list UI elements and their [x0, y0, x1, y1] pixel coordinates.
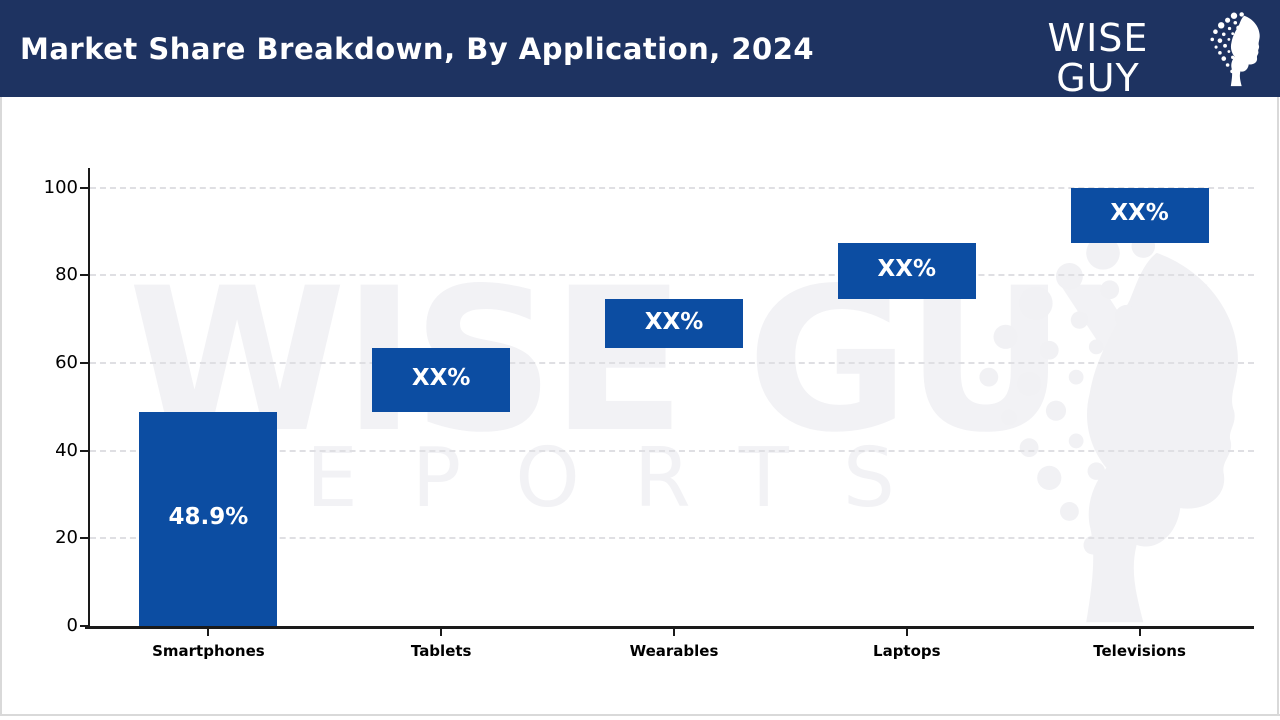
x-tick-smartphones	[207, 629, 210, 636]
x-tick-televisions	[1138, 629, 1141, 636]
y-tick-label-60: 60	[55, 351, 78, 373]
gridline-60	[90, 361, 1254, 364]
bar-televisions	[1070, 187, 1209, 243]
y-tick-60	[80, 361, 88, 364]
y-tick-label-0: 0	[66, 615, 78, 636]
category-label-smartphones: Smartphones	[152, 642, 265, 660]
y-tick-100	[80, 186, 88, 189]
category-label-laptops: Laptops	[873, 642, 941, 660]
y-tick-label-40: 40	[55, 439, 78, 461]
frame-right-line	[1277, 97, 1279, 714]
gridline-40	[90, 449, 1254, 452]
bar-tablets	[372, 347, 511, 412]
y-tick-40	[80, 449, 88, 452]
y-tick-label-100: 100	[43, 176, 78, 198]
bar-wearables	[605, 299, 743, 348]
x-tick-tablets	[440, 629, 443, 636]
logo-text: WISE GUY R E P O R T S	[1000, 16, 1196, 131]
logo-head-icon	[1202, 9, 1266, 89]
logo-subtext: R E P O R T S	[1015, 100, 1187, 131]
bar-label-smartphones: 48.9%	[168, 503, 249, 530]
y-tick-20	[80, 537, 88, 540]
page-title: Market Share Breakdown, By Application, …	[20, 31, 815, 66]
gridline-80	[90, 274, 1254, 277]
y-axis-line	[88, 168, 90, 628]
gridline-100	[90, 186, 1254, 189]
bar-label-laptops: XX%	[877, 256, 937, 283]
bar-label-wearables: XX%	[644, 308, 704, 335]
logo-wordmark: WISE GUY	[1047, 16, 1149, 100]
y-tick-0	[80, 625, 88, 627]
frame-bottom-line	[0, 714, 1280, 716]
bar-label-televisions: XX%	[1110, 200, 1169, 227]
x-tick-laptops	[905, 629, 908, 636]
category-label-wearables: Wearables	[629, 642, 719, 660]
x-axis-line	[85, 626, 1254, 629]
header-bar: Market Share Breakdown, By Application, …	[0, 0, 1280, 131]
gridline-20	[90, 537, 1254, 540]
bar-smartphones	[139, 411, 278, 626]
wise-guy-reports-logo: WISE GUY R E P O R T S	[1000, 5, 1268, 131]
category-label-televisions: Televisions	[1093, 642, 1186, 660]
y-tick-label-20: 20	[55, 527, 78, 549]
y-tick-80	[80, 274, 88, 277]
y-tick-label-80: 80	[55, 264, 78, 286]
bar-label-tablets: XX%	[411, 364, 471, 391]
x-tick-wearables	[673, 629, 675, 636]
category-label-tablets: Tablets	[410, 642, 472, 660]
bar-laptops	[837, 242, 976, 300]
frame-left-line	[0, 97, 2, 714]
